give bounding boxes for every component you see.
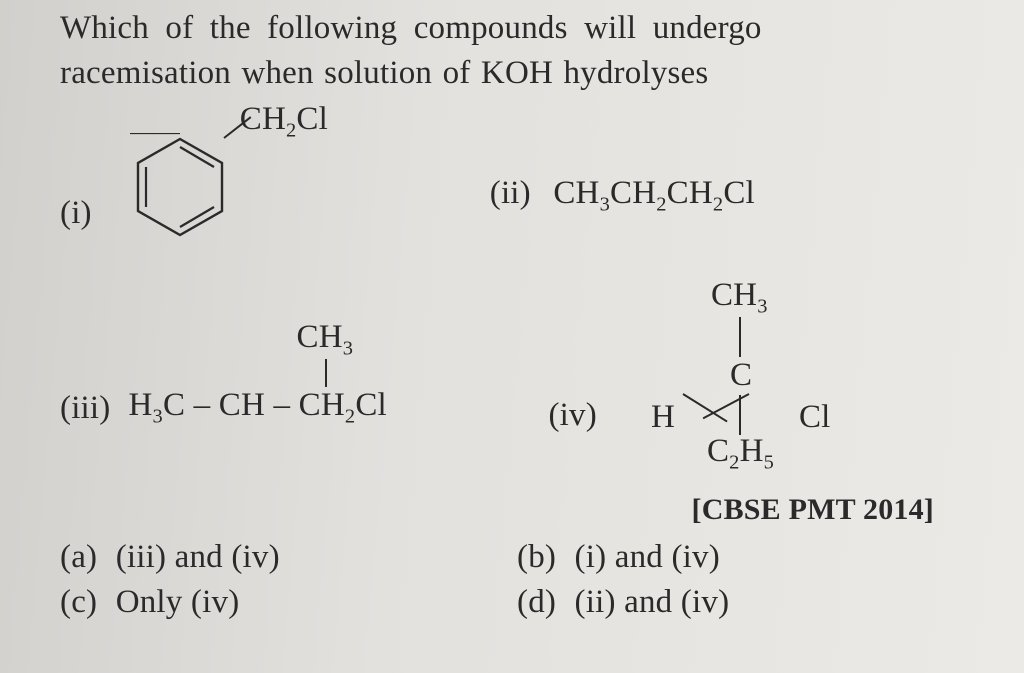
option-iii: (iii) CH3 H3C – CH – CH2Cl [60,335,488,455]
answer-c-label: (c) [60,584,97,620]
option-iii-label: (iii) [60,390,110,427]
answer-c: (c) Only (iv) [60,584,517,621]
txt: CH [711,277,757,313]
answer-a-label: (a) [60,539,97,575]
answer-a: (a) (iii) and (iv) [60,539,517,576]
sub: 5 [764,452,774,474]
ch2cl-sub: 2 [286,120,296,142]
sub: 2 [713,193,723,215]
option-i: (i) CH2Cl [60,103,350,283]
option-ii-formula: CH3CH2CH2Cl [553,175,755,211]
txt: CH [219,387,265,423]
answer-b-label: (b) [517,539,556,575]
question-line-2: racemisation when solution of KOH hydrol… [60,51,974,96]
txt: CH [296,319,342,355]
option-ii-label: (ii) [490,175,531,211]
answer-d-label: (d) [517,584,556,620]
option-ii: (ii) CH3CH2CH2Cl [490,175,755,212]
options-row-1: (i) CH2Cl (ii) CH [60,103,974,283]
answer-choices: (a) (iii) and (iv) (b) (i) and (iv) (c) … [60,539,974,621]
answer-row-1: (a) (iii) and (iv) (b) (i) and (iv) [60,539,974,576]
iv-cl: Cl [799,399,831,436]
answer-c-text: Only (iv) [116,584,240,620]
dash-icon: – [265,387,299,423]
source-tag: [CBSE PMT 2014] [60,493,974,527]
txt: H [128,387,152,423]
sec-butyl-chloride-structure: CH3 C H Cl C2H5 [615,305,845,485]
sub: 2 [729,452,739,474]
txt: Cl [723,175,755,211]
option-iv-label: (iv) [548,397,596,434]
answer-b: (b) (i) and (iv) [517,539,974,576]
answer-b-text: (i) and (iv) [575,539,720,575]
bond-line-icon [703,393,750,419]
iv-h: H [651,399,675,436]
benzyl-chloride-structure: CH2Cl [110,103,350,283]
bond-line-icon [739,317,741,357]
txt: H [740,433,764,469]
question-line-1: Which of the following compounds will un… [60,6,974,51]
option-i-label: (i) [60,195,92,232]
answer-row-2: (c) Only (iv) (d) (ii) and (iv) [60,584,974,621]
txt: Cl [355,387,387,423]
txt: CH [667,175,713,211]
bond-line-icon [739,395,741,435]
question-text: Which of the following compounds will un… [60,6,974,95]
txt: CH [299,387,345,423]
sub: 3 [343,338,353,360]
sub: 3 [600,193,610,215]
dash-icon: – [185,387,219,423]
txt: CH [610,175,656,211]
iii-ch3-top: CH3 [296,319,353,356]
option-iv: (iv) CH3 C H Cl C2H5 [548,305,844,485]
sub: 3 [153,406,163,428]
iv-central-c: C [730,357,752,394]
hex-outer [138,139,222,235]
ch2cl-group: CH2Cl [240,101,328,138]
txt: C [707,433,729,469]
sub: 2 [345,406,355,428]
answer-d-text: (ii) and (iv) [575,584,730,620]
sub: 3 [757,296,767,318]
iii-main-chain: H3C – CH – CH2Cl [128,387,386,424]
txt: CH [553,175,599,211]
benzene-ring-icon [130,133,230,243]
page-root: Which of the following compounds will un… [0,0,1024,673]
bond-line-icon [325,359,327,387]
sub: 2 [656,193,666,215]
ch2cl-cl: Cl [296,101,328,137]
iv-ch3: CH3 [711,277,768,314]
answer-a-text: (iii) and (iv) [116,539,280,575]
answer-d: (d) (ii) and (iv) [517,584,974,621]
txt: C [163,387,185,423]
isobutyl-chloride-structure: CH3 H3C – CH – CH2Cl [128,335,488,455]
iv-c2h5: C2H5 [707,433,774,470]
options-row-2: (iii) CH3 H3C – CH – CH2Cl (iv) CH3 C [60,305,974,485]
